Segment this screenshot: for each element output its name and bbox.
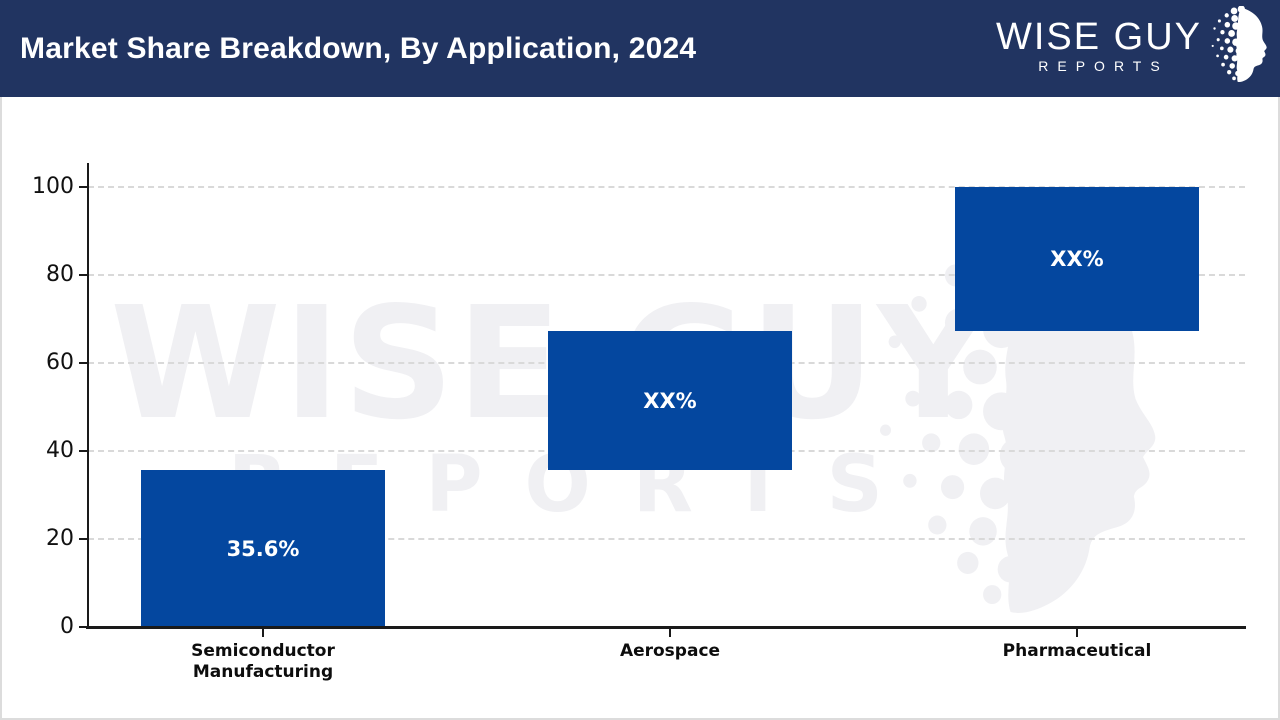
page-border-right [1278, 97, 1280, 720]
logo-reports-text: REPORTS [1038, 57, 1169, 74]
y-tick-label: 0 [60, 614, 74, 639]
x-category-label: Pharmaceutical [1002, 641, 1152, 661]
logo-text: WISE GUY REPORTS [996, 18, 1202, 73]
y-tick-mark [79, 362, 87, 364]
gridline-100 [88, 186, 1245, 188]
bar-2: XX% [548, 331, 792, 471]
gridline-20 [88, 538, 1245, 540]
x-axis [86, 626, 1246, 629]
bar-value-label: XX% [643, 388, 697, 413]
y-tick-mark [79, 450, 87, 452]
header-bar: Market Share Breakdown, By Application, … [0, 0, 1280, 97]
y-tick-label: 80 [46, 262, 74, 287]
x-category-label: Aerospace [619, 641, 721, 661]
page-border-bottom [0, 718, 1280, 720]
x-tick-mark [262, 629, 264, 637]
x-tick-mark [669, 629, 671, 637]
y-tick-mark [79, 186, 87, 188]
y-tick-mark [79, 274, 87, 276]
y-tick-label: 40 [46, 438, 74, 463]
logo-brand-text: WISE GUY [995, 15, 1202, 58]
y-axis [87, 163, 89, 628]
wiseguy-logo: WISE GUY REPORTS [996, 6, 1270, 84]
wiseguy-face-icon [1211, 6, 1267, 83]
y-tick-label: 60 [46, 350, 74, 375]
bar-value-label: 35.6% [226, 536, 300, 561]
page-title: Market Share Breakdown, By Application, … [20, 31, 697, 65]
x-tick-mark [1076, 629, 1078, 637]
bar-value-label: XX% [1050, 247, 1104, 272]
bar-1: 35.6% [141, 470, 385, 627]
x-category-label: Semiconductor Manufacturing [191, 641, 335, 682]
page-border-left [0, 97, 2, 720]
y-tick-label: 100 [32, 174, 74, 199]
y-tick-mark [79, 538, 87, 540]
bar-3: XX% [955, 187, 1199, 332]
gridline-80 [88, 274, 1245, 276]
y-tick-mark [79, 626, 87, 628]
y-tick-label: 20 [46, 526, 74, 551]
